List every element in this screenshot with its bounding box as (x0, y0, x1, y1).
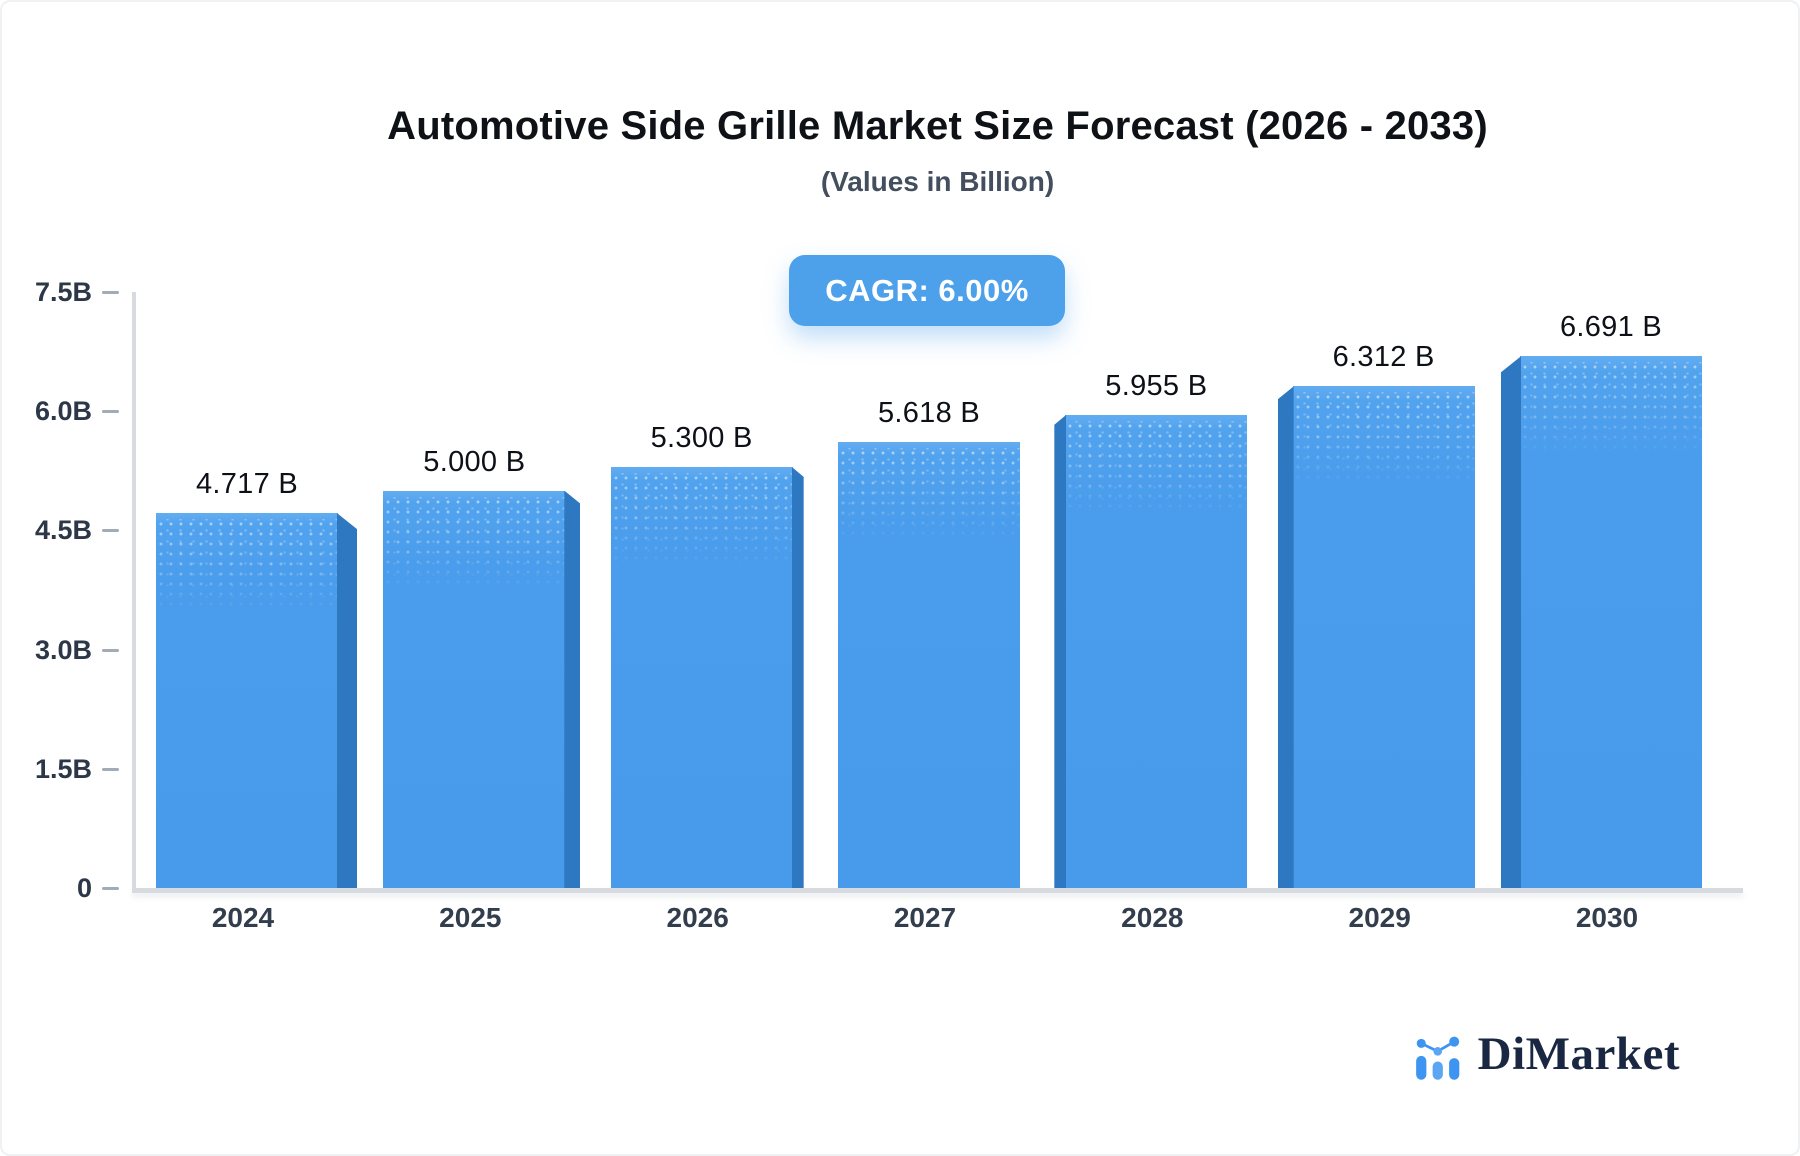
bar-front-face (1519, 356, 1702, 888)
bar-group-2026[interactable]: 5.300 B (610, 422, 804, 888)
bar-group-2024[interactable]: 4.717 B (156, 468, 357, 888)
bar-group-2027[interactable]: 5.618 B (837, 397, 1020, 888)
bar-texture (1065, 420, 1248, 517)
y-tick-label: 7.5B (34, 277, 92, 307)
x-axis-line (132, 888, 1743, 893)
bar-side-face (564, 490, 581, 888)
y-tick-label: 1.5B (34, 753, 92, 784)
y-tick-mark (102, 767, 119, 771)
bar-texture (156, 519, 338, 616)
y-tick-mark (102, 291, 119, 294)
bar-value-label: 5.618 B (877, 396, 981, 429)
bar-value-label: 5.300 B (650, 421, 753, 454)
bar-side-face (337, 513, 357, 888)
x-tick-label: 2028 (1121, 902, 1184, 933)
y-tick-mark (102, 648, 119, 652)
x-tick-label: 2024 (211, 902, 275, 933)
bar-front-face (383, 490, 566, 888)
bar-value-label: 4.717 B (195, 468, 299, 501)
bar-side-face (1500, 356, 1521, 888)
bar-front-face (156, 513, 338, 888)
bar-texture (837, 447, 1020, 544)
bar-value-label: 5.000 B (423, 445, 526, 478)
bar-front-face (1292, 386, 1475, 888)
bar-texture (1519, 362, 1702, 459)
bar-front-face (610, 466, 793, 888)
y-tick-label: 4.5B (34, 515, 92, 546)
bar-side-face (1054, 414, 1067, 888)
bar-value-label: 6.312 B (1332, 341, 1435, 374)
bar-group-2025[interactable]: 5.000 B (383, 446, 581, 888)
bar-group-2030[interactable]: 6.691 B (1500, 311, 1702, 888)
x-tick-label: 2030 (1575, 902, 1639, 933)
chart-title: Automotive Side Grille Market Size Forec… (387, 104, 1488, 148)
cagr-badge: CAGR: 6.00% (789, 255, 1065, 326)
bar-side-face (1277, 386, 1294, 888)
bar-value-label: 6.691 B (1559, 311, 1663, 344)
y-tick-mark (102, 529, 119, 533)
bar-texture (383, 496, 566, 593)
brand-name: DiMarket (1477, 1028, 1680, 1080)
y-tick-mark (102, 410, 119, 414)
bar-texture (610, 472, 793, 569)
bar-front-face (837, 441, 1020, 888)
plot-area: 4.717 B 5.000 B 5.300 B 5.618 B 5.955 B 6.312… (132, 292, 1743, 893)
bar-group-2028[interactable]: 5.955 B (1054, 370, 1248, 888)
bar-texture (1292, 392, 1475, 489)
x-tick-label: 2025 (439, 902, 502, 933)
bar-side-face (791, 466, 804, 888)
y-tick-label: 0 (76, 873, 92, 903)
brand-watermark: DiMarket (1415, 1028, 1680, 1080)
y-tick-label: 3.0B (34, 634, 92, 665)
x-tick-label: 2026 (666, 902, 729, 933)
bar-group-2029[interactable]: 6.312 B (1277, 341, 1475, 888)
bar-front-face (1065, 414, 1248, 888)
chart-subtitle: (Values in Billion) (820, 166, 1055, 197)
dimarket-logo-icon (1415, 1036, 1459, 1080)
y-tick-mark (102, 887, 119, 890)
x-tick-label: 2027 (893, 902, 957, 933)
bar-value-label: 5.955 B (1105, 369, 1208, 402)
x-tick-label: 2029 (1348, 902, 1411, 933)
y-tick-label: 6.0B (34, 396, 92, 427)
